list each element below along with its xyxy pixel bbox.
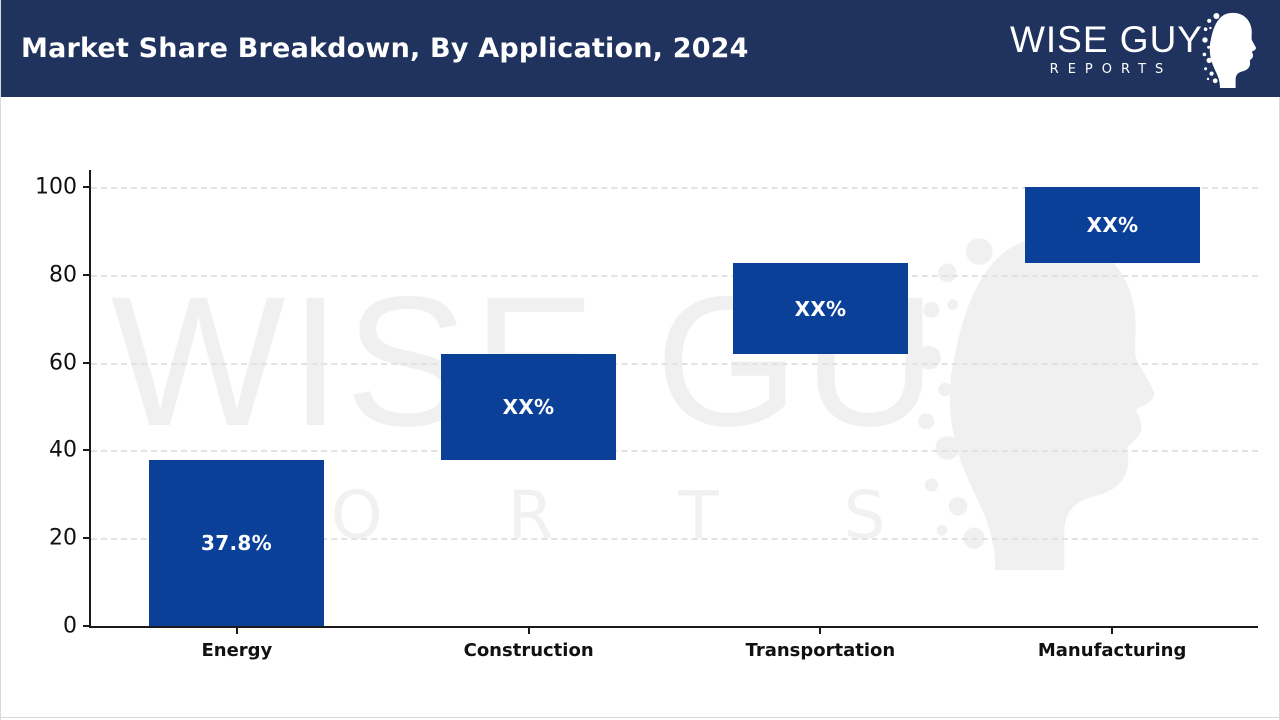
y-tick-mark-60 xyxy=(83,361,91,364)
x-tick-mark-transportation xyxy=(819,628,822,634)
y-tick-mark-20 xyxy=(83,537,91,540)
x-tick-mark-manufacturing xyxy=(1111,628,1114,634)
page-title: Market Share Breakdown, By Application, … xyxy=(21,33,749,64)
bottom-rule xyxy=(1,717,1279,718)
x-axis-label-manufacturing: Manufacturing xyxy=(1037,640,1187,661)
bar-value-label: XX% xyxy=(794,296,847,321)
bar-value-label: XX% xyxy=(1086,213,1139,237)
gridline-20 xyxy=(91,538,1258,541)
y-tick-label-0: 0 xyxy=(63,613,77,639)
x-tick-mark-construction xyxy=(527,628,530,634)
gridline-80 xyxy=(91,274,1258,277)
x-tick-mark-energy xyxy=(235,628,238,634)
y-tick-label-80: 80 xyxy=(49,262,77,288)
y-tick-mark-0 xyxy=(83,625,91,627)
bar-transportation: XX% xyxy=(733,263,908,354)
y-tick-mark-80 xyxy=(83,273,91,276)
logo-wordmark: WISE GUY xyxy=(1009,19,1203,60)
x-axis-label-construction: Construction xyxy=(463,640,594,661)
bar-manufacturing: XX% xyxy=(1025,187,1200,263)
y-tick-label-40: 40 xyxy=(49,437,77,463)
logo-subtitle: REPORTS xyxy=(1049,62,1173,77)
gridline-60 xyxy=(91,362,1258,365)
y-tick-mark-100 xyxy=(83,186,91,188)
header-bar: Market Share Breakdown, By Application, … xyxy=(1,0,1280,97)
gridline-100 xyxy=(91,187,1258,189)
y-tick-mark-40 xyxy=(83,449,91,452)
bar-construction: XX% xyxy=(441,354,616,460)
waterfall-chart: 0 20 40 60 80 100 37.8% Energy XX% Construction XX… xyxy=(35,170,1258,661)
y-tick-label-20: 20 xyxy=(49,525,77,551)
wise-guy-logo: WISE GUY REPORTS xyxy=(1010,10,1257,88)
bar-value-label: 37.8% xyxy=(201,531,272,555)
y-tick-label-100: 100 xyxy=(35,174,77,200)
bar-energy: 37.8% xyxy=(149,460,324,626)
head-profile-icon xyxy=(1202,12,1256,88)
bar-value-label: XX% xyxy=(502,395,555,419)
x-axis-label-transportation: Transportation xyxy=(745,640,896,661)
gridline-40 xyxy=(91,450,1258,453)
x-axis-label-energy: Energy xyxy=(201,640,273,661)
logo-text: WISE GUY REPORTS xyxy=(1010,21,1203,76)
y-tick-label-60: 60 xyxy=(49,350,77,376)
